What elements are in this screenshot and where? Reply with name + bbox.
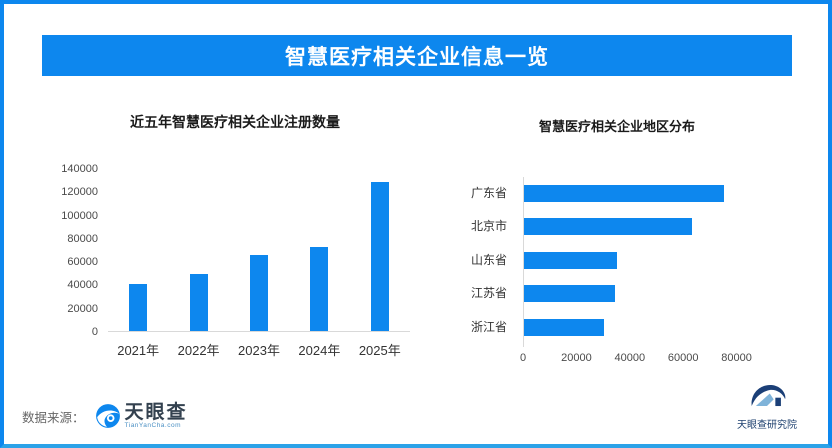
x-category-label: 2022年 xyxy=(177,343,220,358)
tianyancha-logo-text: 天眼查 xyxy=(124,402,188,423)
data-source-row: 数据来源： 天眼查 TianYanCha.com xyxy=(22,403,188,430)
bar-2024年 xyxy=(310,247,329,331)
horizontal-bar-chart xyxy=(523,177,783,347)
y-tick-label: 40000 xyxy=(67,279,98,292)
bar-山东省 xyxy=(524,251,618,269)
y-tick-label: 120000 xyxy=(61,186,98,199)
bar-北京市 xyxy=(524,218,693,236)
y-tick-label: 80000 xyxy=(67,232,98,245)
vertical-bar-chart xyxy=(108,169,410,332)
hbar-chart-title: 智慧医疗相关企业地区分布 xyxy=(538,119,695,134)
bar-2025年 xyxy=(370,181,389,331)
y-tick-label: 140000 xyxy=(61,163,98,175)
y-tick-label: 100000 xyxy=(61,209,98,222)
x-tick-label: 0 xyxy=(519,352,527,364)
research-institute-icon xyxy=(751,385,786,407)
tianyancha-logo: 天眼查 TianYanCha.com xyxy=(95,403,188,430)
y-axis-line xyxy=(523,177,524,347)
x-axis-line xyxy=(108,331,410,332)
x-category-label: 2025年 xyxy=(358,343,401,358)
bar-江苏省 xyxy=(524,285,615,303)
x-category-label: 2024年 xyxy=(298,343,341,358)
bar-chart-title: 近五年智慧医疗相关企业注册数量 xyxy=(130,114,340,130)
research-institute-logo: 天眼查研究院 xyxy=(727,381,807,431)
category-label: 山东省 xyxy=(470,252,507,267)
y-tick-label: 20000 xyxy=(67,302,98,315)
x-tick-label: 20000 xyxy=(561,352,592,364)
tianyancha-logo-text-wrap: 天眼查 TianYanCha.com xyxy=(125,403,188,430)
bar-2021年 xyxy=(129,284,148,331)
bar-浙江省 xyxy=(524,318,605,336)
x-tick-label: 60000 xyxy=(667,352,699,364)
tianyancha-logo-subtext: TianYanCha.com xyxy=(124,422,182,429)
x-category-label: 2023年 xyxy=(238,343,280,358)
category-label: 北京市 xyxy=(470,219,507,234)
category-label: 广东省 xyxy=(470,186,507,200)
research-institute-label: 天眼查研究院 xyxy=(737,420,797,431)
x-category-label: 2021年 xyxy=(117,343,160,358)
data-source-label: 数据来源： xyxy=(22,410,85,425)
y-tick-label: 60000 xyxy=(67,256,98,269)
bar-2022年 xyxy=(189,273,208,331)
y-tick-label: 0 xyxy=(91,326,98,338)
tianyancha-eye-icon xyxy=(95,404,120,429)
page-title: 智慧医疗相关企业信息一览 xyxy=(285,45,549,69)
x-tick-label: 80000 xyxy=(721,352,752,364)
bar-广东省 xyxy=(524,185,725,202)
header-banner: 智慧医疗相关企业信息一览 xyxy=(42,35,792,76)
x-tick-label: 40000 xyxy=(614,352,646,364)
bar-2023年 xyxy=(250,255,268,331)
category-label: 浙江省 xyxy=(470,319,507,334)
category-label: 江苏省 xyxy=(470,286,507,301)
